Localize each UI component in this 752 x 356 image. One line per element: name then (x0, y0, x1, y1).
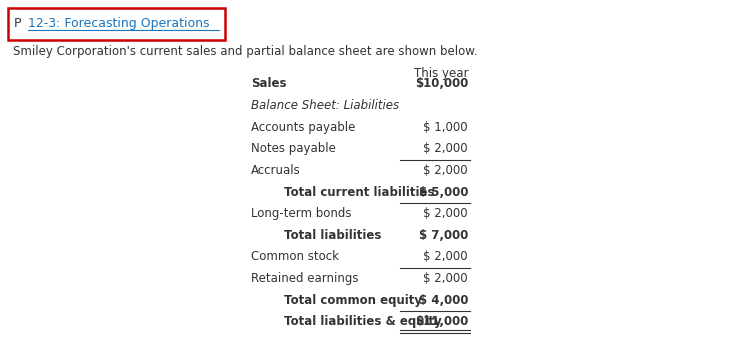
FancyBboxPatch shape (8, 8, 225, 40)
Text: 12-3: Forecasting Operations: 12-3: Forecasting Operations (28, 17, 210, 30)
Text: This year: This year (414, 67, 468, 80)
Text: Balance Sheet: Liabilities: Balance Sheet: Liabilities (250, 99, 399, 112)
Text: Accounts payable: Accounts payable (250, 121, 355, 134)
Text: Sales: Sales (250, 77, 287, 90)
Text: Retained earnings: Retained earnings (250, 272, 358, 285)
Text: $ 2,000: $ 2,000 (423, 164, 468, 177)
Text: Common stock: Common stock (250, 250, 338, 263)
Text: $ 2,000: $ 2,000 (423, 272, 468, 285)
Text: $ 5,000: $ 5,000 (419, 185, 468, 199)
Text: P: P (14, 17, 21, 30)
Text: $ 2,000: $ 2,000 (423, 142, 468, 155)
Text: $ 1,000: $ 1,000 (423, 121, 468, 134)
Text: Notes payable: Notes payable (250, 142, 335, 155)
Text: Accruals: Accruals (250, 164, 301, 177)
Text: $ 7,000: $ 7,000 (419, 229, 468, 242)
Text: Long-term bonds: Long-term bonds (250, 207, 351, 220)
Text: $ 2,000: $ 2,000 (423, 207, 468, 220)
Text: Total liabilities & equity: Total liabilities & equity (284, 315, 441, 328)
Text: $ 2,000: $ 2,000 (423, 250, 468, 263)
Text: Smiley Corporation's current sales and partial balance sheet are shown below.: Smiley Corporation's current sales and p… (14, 45, 478, 58)
Text: Total liabilities: Total liabilities (284, 229, 381, 242)
Text: Total common equity: Total common equity (284, 294, 422, 307)
Text: Total current liabilities: Total current liabilities (284, 185, 435, 199)
Text: $ 4,000: $ 4,000 (419, 294, 468, 307)
Text: $11,000: $11,000 (415, 315, 468, 328)
Text: $10,000: $10,000 (415, 77, 468, 90)
